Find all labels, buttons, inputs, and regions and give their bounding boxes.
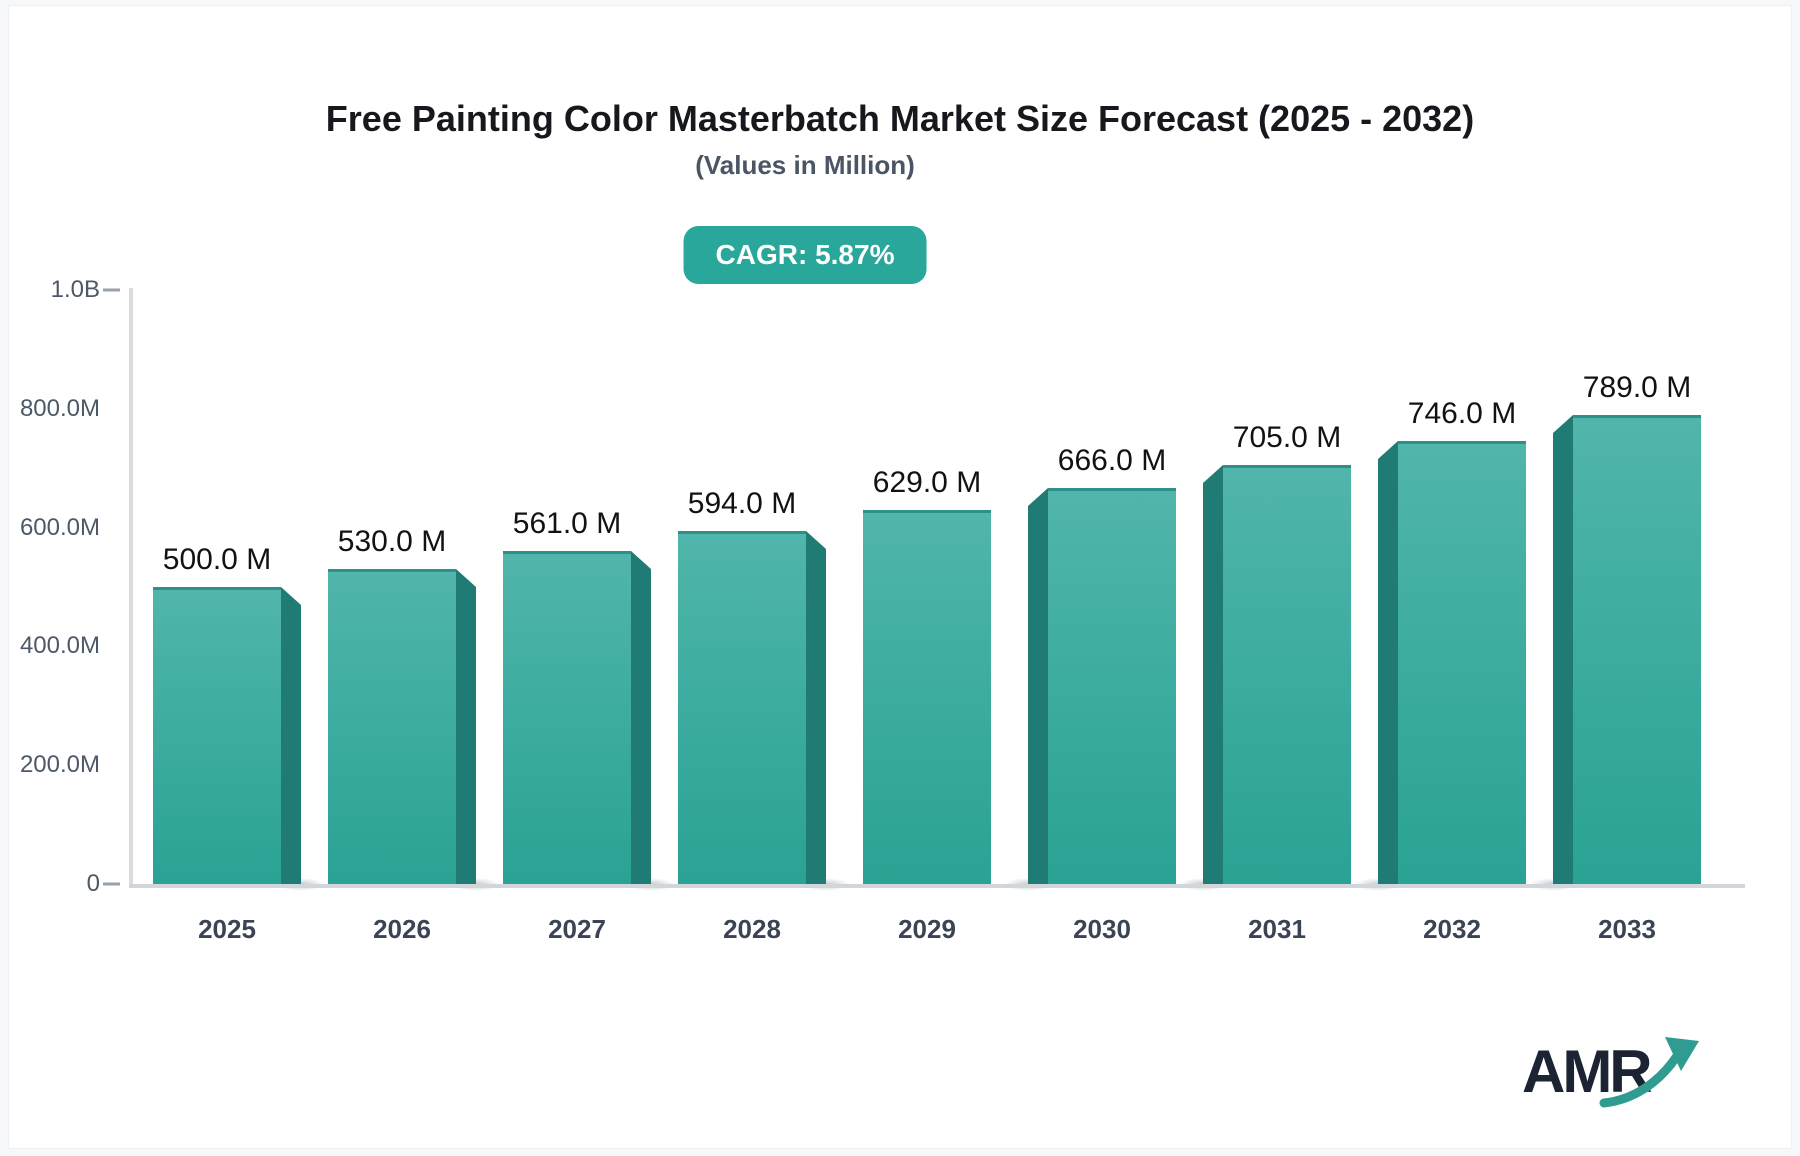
bar-side-face [806,531,826,884]
y-tick-label: 600.0M [19,513,100,541]
bar-side-face [1553,415,1573,884]
x-tick-label-2030: 2030 [1073,914,1131,944]
bar-side-face [1378,441,1398,884]
bar-value-label: 500.0 M [162,543,272,576]
x-tick-label-2031: 2031 [1248,914,1306,944]
bar-2028[interactable] [678,531,806,884]
bar-2026[interactable] [328,569,456,884]
x-tick-label-2029: 2029 [898,914,956,944]
bar-2029[interactable] [863,510,991,884]
x-tick-label-2027: 2027 [548,914,606,944]
x-tick-label-2026: 2026 [373,914,431,944]
bar-value-label: 746.0 M [1407,397,1517,430]
amr-logo: AMR [1522,1037,1699,1108]
y-tick-label: 0 [86,870,100,897]
bar-side-face [1203,465,1223,884]
y-tick-dash [103,288,120,292]
bar-2033[interactable] [1573,415,1701,884]
amr-logo-arrow-swoosh [1599,1051,1682,1108]
bar-value-label: 666.0 M [1057,444,1167,477]
x-tick-label-2025: 2025 [198,914,256,944]
y-tick-label: 400.0M [19,632,100,660]
amr-logo-arrow-head [1665,1037,1699,1071]
y-tick-label: 200.0M [19,751,100,779]
bar-value-label: 789.0 M [1582,371,1692,404]
bar-side-face [456,569,476,884]
chart-title: Free Painting Color Masterbatch Market S… [325,98,1475,139]
x-tick-label-2028: 2028 [723,914,781,944]
y-axis-line [129,288,133,886]
x-tick-label-2032: 2032 [1423,914,1481,944]
bar-value-label: 530.0 M [337,525,447,558]
y-tick-dash [103,882,120,886]
chart-subtitle: (Values in Million) [695,150,915,180]
y-tick-label: 1.0B [50,276,100,303]
bar-value-label: 561.0 M [512,507,622,540]
y-tick-label: 800.0M [19,394,100,422]
x-axis-line [129,884,1745,888]
bar-2027[interactable] [503,551,631,884]
bar-value-label: 594.0 M [687,487,797,520]
cagr-badge: CAGR: 5.87% [683,226,927,284]
bar-value-label: 629.0 M [872,466,982,499]
bar-2030[interactable] [1048,488,1176,884]
bar-2025[interactable] [153,587,281,884]
bar-side-face [1028,488,1048,884]
bar-2031[interactable] [1223,465,1351,884]
bar-value-label: 705.0 M [1232,421,1342,454]
x-tick-label-2033: 2033 [1598,914,1656,944]
bar-side-face [631,551,651,884]
bar-side-face [281,587,301,884]
bar-2032[interactable] [1398,441,1526,884]
